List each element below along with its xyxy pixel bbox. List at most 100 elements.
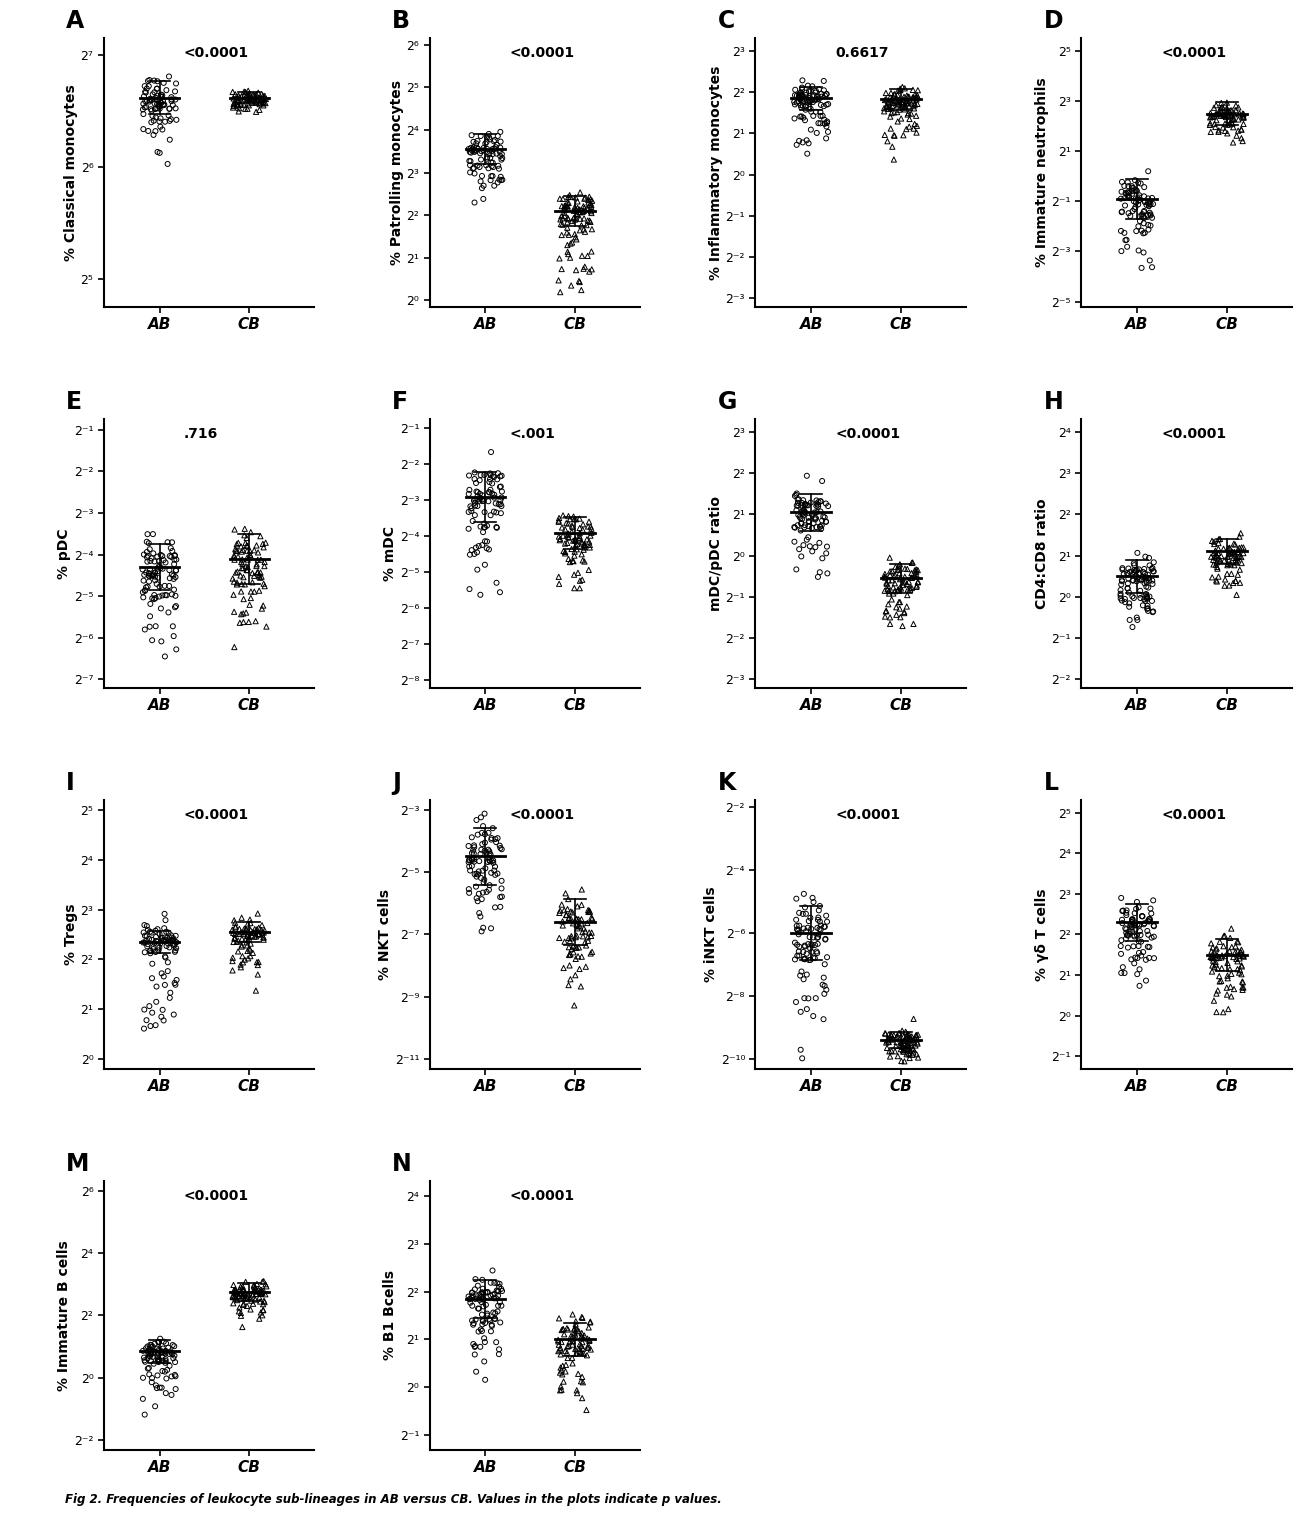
Point <box>811 469 832 494</box>
Point <box>139 1338 160 1362</box>
Point <box>138 574 158 598</box>
Point <box>1140 907 1160 931</box>
Point <box>805 505 826 529</box>
Point <box>487 1278 508 1302</box>
Point <box>463 129 484 153</box>
Point <box>231 1301 252 1325</box>
Point <box>1125 195 1146 219</box>
Point <box>788 939 809 963</box>
Point <box>165 1364 186 1388</box>
Point <box>879 578 900 603</box>
Point <box>256 531 276 555</box>
Point <box>898 115 919 140</box>
Point <box>806 939 827 963</box>
Point <box>230 86 251 110</box>
Point <box>154 1350 175 1374</box>
Point <box>803 1003 824 1028</box>
Point <box>148 1350 169 1374</box>
Point <box>563 543 584 568</box>
Point <box>1221 540 1242 565</box>
Point <box>484 137 505 161</box>
Point <box>1138 160 1159 184</box>
Point <box>135 95 156 120</box>
Point <box>810 489 831 514</box>
Point <box>463 1313 484 1338</box>
Point <box>806 506 827 531</box>
Point <box>1134 175 1155 199</box>
Point <box>232 601 253 626</box>
Point <box>1124 951 1145 976</box>
Text: <0.0001: <0.0001 <box>1162 428 1227 442</box>
Point <box>571 529 592 554</box>
Point <box>881 568 902 592</box>
Point <box>160 109 180 133</box>
Point <box>488 156 509 181</box>
Point <box>136 914 157 939</box>
Point <box>1229 101 1250 126</box>
Point <box>1134 198 1155 222</box>
Point <box>793 106 814 130</box>
Point <box>1121 584 1142 609</box>
Point <box>574 187 594 212</box>
Point <box>1142 255 1163 279</box>
Y-axis label: % pDC: % pDC <box>57 528 71 578</box>
Point <box>1205 953 1225 977</box>
Point <box>567 894 588 919</box>
Point <box>787 494 807 518</box>
Point <box>559 953 580 977</box>
Point <box>789 83 810 107</box>
Point <box>151 115 171 140</box>
Point <box>484 485 505 509</box>
Point <box>889 1022 910 1046</box>
Point <box>792 499 813 523</box>
Point <box>1140 201 1160 225</box>
Point <box>153 1330 174 1355</box>
Point <box>147 69 167 94</box>
Point <box>884 1023 905 1048</box>
Point <box>559 928 580 953</box>
Point <box>478 156 498 181</box>
Point <box>132 101 153 126</box>
Point <box>566 1378 587 1402</box>
Point <box>135 931 156 956</box>
Point <box>154 1341 175 1365</box>
Point <box>467 557 488 581</box>
Point <box>465 190 485 215</box>
Point <box>879 95 900 120</box>
Point <box>905 1034 925 1058</box>
Point <box>239 94 260 118</box>
Point <box>798 509 819 534</box>
Point <box>152 84 173 109</box>
Point <box>148 1330 169 1355</box>
Point <box>565 207 585 232</box>
Point <box>471 821 492 845</box>
Point <box>888 83 909 107</box>
Point <box>569 523 589 548</box>
Point <box>548 509 569 534</box>
Point <box>253 572 274 597</box>
Point <box>1142 558 1163 583</box>
Point <box>807 916 828 940</box>
Point <box>238 923 258 948</box>
Point <box>1140 202 1160 227</box>
Point <box>164 1002 184 1026</box>
Point <box>236 933 257 957</box>
Point <box>1233 945 1254 969</box>
Point <box>566 913 587 937</box>
Point <box>578 244 598 268</box>
Point <box>1227 957 1247 982</box>
Point <box>790 87 811 112</box>
Point <box>248 950 269 974</box>
Point <box>248 953 269 977</box>
Point <box>243 1292 263 1316</box>
Point <box>144 1332 165 1356</box>
Point <box>462 853 483 877</box>
Point <box>154 945 175 969</box>
Point <box>474 135 495 160</box>
Point <box>459 494 480 518</box>
Point <box>1202 529 1223 554</box>
Point <box>807 84 828 109</box>
Point <box>249 565 270 589</box>
Point <box>480 440 501 465</box>
Point <box>1142 600 1163 624</box>
